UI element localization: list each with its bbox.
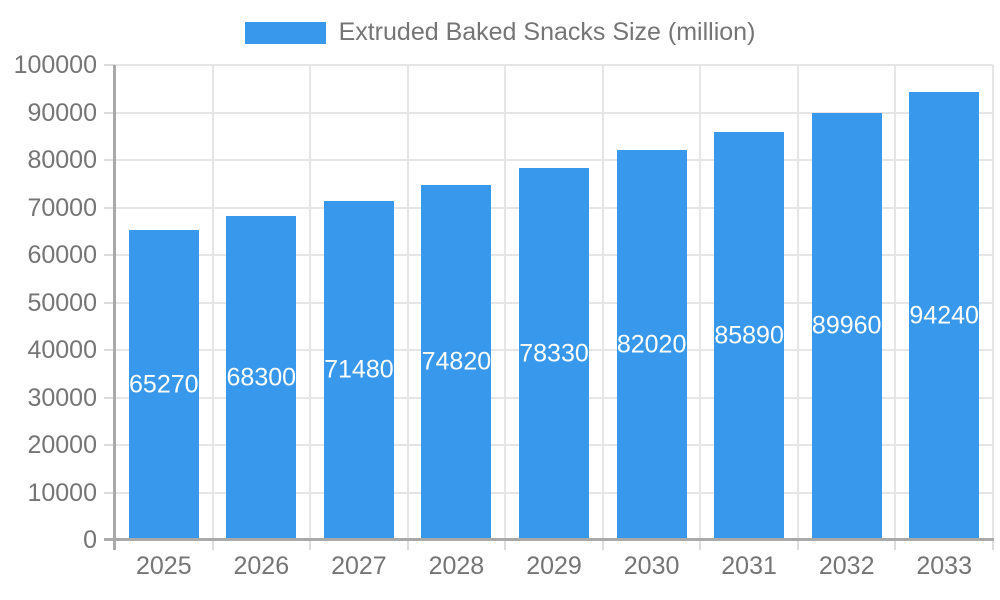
y-tick-label: 10000 <box>27 478 97 507</box>
y-tick <box>104 64 115 66</box>
grid-line-v <box>796 65 799 540</box>
x-tick-label: 2028 <box>428 552 485 580</box>
bar-value-label: 82020 <box>616 330 687 359</box>
bar-value-label: 68300 <box>226 363 297 392</box>
y-tick <box>104 301 115 304</box>
x-tick <box>406 540 409 550</box>
bar[interactable] <box>811 112 882 540</box>
x-tick <box>601 540 604 550</box>
x-tick-label: 2030 <box>623 552 680 580</box>
bar-value-label: 74820 <box>421 347 492 376</box>
y-tick <box>104 444 115 446</box>
x-tick-label: 2033 <box>916 552 972 580</box>
x-axis-line <box>104 538 994 541</box>
y-tick-label: 90000 <box>27 98 97 127</box>
x-tick <box>699 540 702 550</box>
grid-line-v <box>211 65 214 540</box>
bar[interactable] <box>909 92 980 540</box>
bar[interactable] <box>616 150 687 540</box>
y-tick-label: 50000 <box>27 288 97 317</box>
grid-line-h <box>115 111 993 114</box>
x-tick <box>894 540 897 550</box>
plot-area: 65270 68300 71480 74820 78330 82020 85890 89960… <box>115 64 994 540</box>
grid-line-v <box>309 65 312 540</box>
y-tick-label: 40000 <box>27 336 97 364</box>
y-axis-line <box>113 65 116 550</box>
x-tick <box>992 540 994 550</box>
y-tick-label: 80000 <box>27 146 97 174</box>
grid-line-v <box>894 65 897 540</box>
y-tick <box>104 349 115 351</box>
bar[interactable] <box>323 200 394 540</box>
x-tick <box>796 540 799 550</box>
bar[interactable] <box>226 215 297 540</box>
legend-swatch <box>244 21 326 44</box>
y-tick-label: 70000 <box>27 193 97 222</box>
y-tick <box>104 206 115 209</box>
bar[interactable] <box>128 230 199 540</box>
grid-line-v <box>406 65 409 540</box>
grid-line-h <box>115 159 993 161</box>
x-tick <box>504 540 507 550</box>
y-tick-label: 20000 <box>27 431 97 459</box>
y-tick-label: 60000 <box>27 241 97 269</box>
bar-value-label: 94240 <box>909 301 979 330</box>
grid-line-v <box>992 65 994 540</box>
bar[interactable] <box>519 167 589 540</box>
y-tick-label: 100000 <box>13 51 97 79</box>
legend-label: Extruded Baked Snacks Size (million) <box>338 18 756 46</box>
x-tick-label: 2032 <box>818 552 875 580</box>
bar-value-label: 89960 <box>811 311 882 340</box>
y-tick <box>104 254 115 256</box>
y-tick <box>104 159 115 161</box>
grid-line-h <box>115 64 993 66</box>
x-tick-label: 2027 <box>331 552 387 580</box>
grid-line-v <box>601 65 604 540</box>
x-tick-label: 2026 <box>233 552 290 580</box>
bar[interactable] <box>714 132 785 540</box>
y-tick <box>104 111 115 114</box>
grid-line-v <box>504 65 507 540</box>
x-tick <box>309 540 312 550</box>
grid-line-v <box>699 65 702 540</box>
y-tick-label: 0 <box>83 526 97 554</box>
y-tick <box>104 491 115 494</box>
y-tick <box>104 396 115 399</box>
bar-value-label: 78330 <box>519 339 589 368</box>
x-tick-label: 2029 <box>526 552 582 580</box>
bar-value-label: 85890 <box>714 321 784 350</box>
y-tick-label: 30000 <box>27 383 97 412</box>
x-tick <box>211 540 214 550</box>
bar[interactable] <box>421 184 492 540</box>
bar-value-label: 65270 <box>129 370 199 399</box>
bar-value-label: 71480 <box>324 355 394 384</box>
x-tick-label: 2031 <box>721 552 777 580</box>
x-tick-label: 2025 <box>135 552 192 580</box>
legend-item[interactable]: Extruded Baked Snacks Size (million) <box>0 18 1000 47</box>
